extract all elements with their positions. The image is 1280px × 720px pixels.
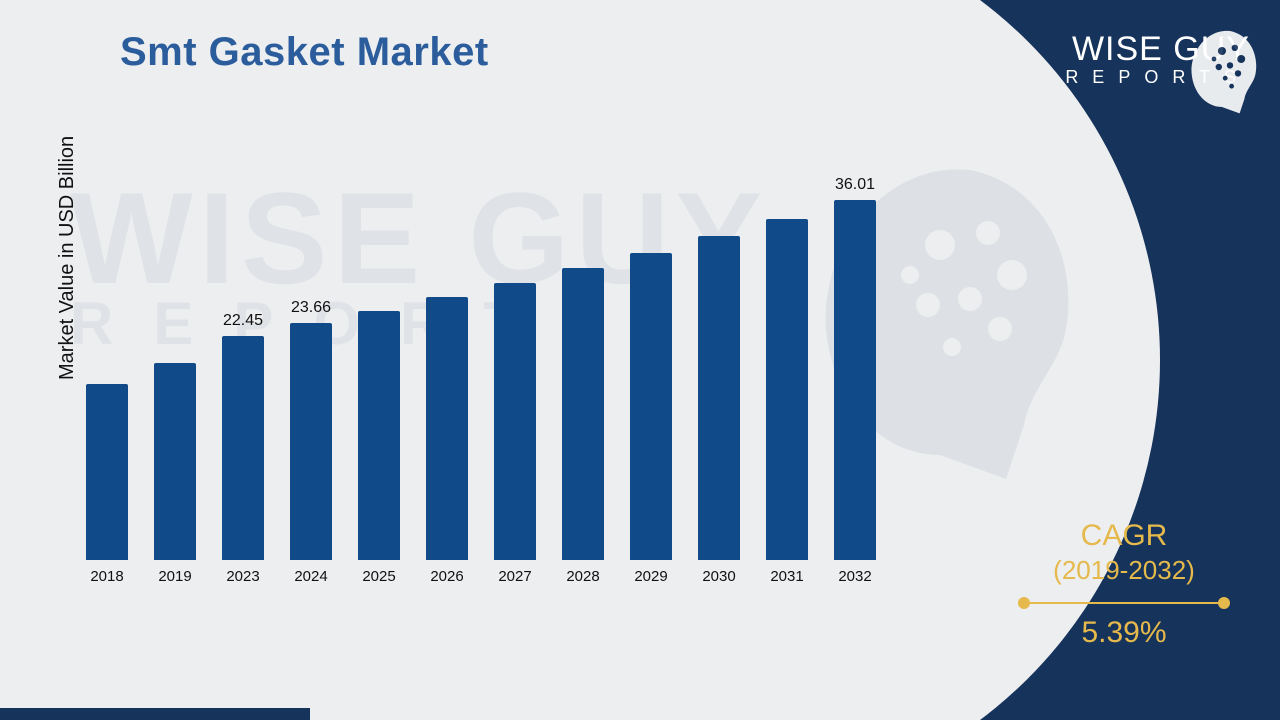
x-tick-label: 2024 [294, 568, 327, 585]
x-tick-label: 2030 [702, 568, 735, 585]
cagr-label: CAGR [1004, 519, 1244, 553]
bar [154, 363, 196, 560]
x-tick-label: 2025 [362, 568, 395, 585]
cagr-value: 5.39% [1004, 616, 1244, 650]
cagr-range: (2019-2032) [1004, 555, 1244, 586]
x-tick-label: 2023 [226, 568, 259, 585]
bar [86, 384, 128, 560]
y-axis-label: Market Value in USD Billion [56, 136, 79, 380]
x-tick-label: 2027 [498, 568, 531, 585]
bar-value-label: 23.66 [291, 299, 331, 317]
bar [290, 323, 332, 560]
x-tick-label: 2018 [90, 568, 123, 585]
bar [630, 253, 672, 560]
plot-area: 22.45 23.66 36.01 [80, 160, 900, 560]
cagr-box: CAGR (2019-2032) 5.39% [1004, 519, 1244, 650]
x-tick-label: 2029 [634, 568, 667, 585]
x-tick-label: 2019 [158, 568, 191, 585]
x-tick-label: 2031 [770, 568, 803, 585]
bar [358, 311, 400, 560]
bar [494, 283, 536, 560]
x-tick-label: 2028 [566, 568, 599, 585]
bar-chart: 22.45 23.66 36.01 2018 2019 2023 2024 2025 2026… [80, 160, 900, 600]
bottom-strip [0, 708, 310, 720]
chart-title: Smt Gasket Market [120, 30, 489, 75]
x-tick-label: 2026 [430, 568, 463, 585]
x-tick-label: 2032 [838, 568, 871, 585]
bar-value-label: 36.01 [835, 176, 875, 194]
bar [562, 268, 604, 560]
bar [834, 200, 876, 560]
bar [426, 297, 468, 560]
logo-head-icon [1182, 26, 1262, 116]
bar [698, 236, 740, 560]
stage: WISE GUY REPORTS Smt Gasket Market WISE … [0, 0, 1280, 720]
bar [766, 219, 808, 560]
bar [222, 336, 264, 561]
bar-value-label: 22.45 [223, 312, 263, 330]
cagr-divider [1024, 602, 1224, 604]
